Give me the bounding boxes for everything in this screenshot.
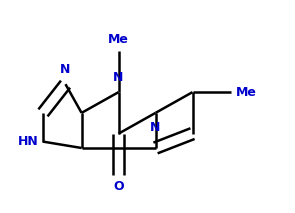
Text: HN: HN [17, 135, 38, 148]
Text: O: O [113, 180, 124, 193]
Text: N: N [113, 71, 124, 84]
Text: N: N [150, 121, 161, 134]
Text: Me: Me [236, 86, 257, 99]
Text: Me: Me [108, 33, 129, 46]
Text: N: N [60, 63, 71, 76]
